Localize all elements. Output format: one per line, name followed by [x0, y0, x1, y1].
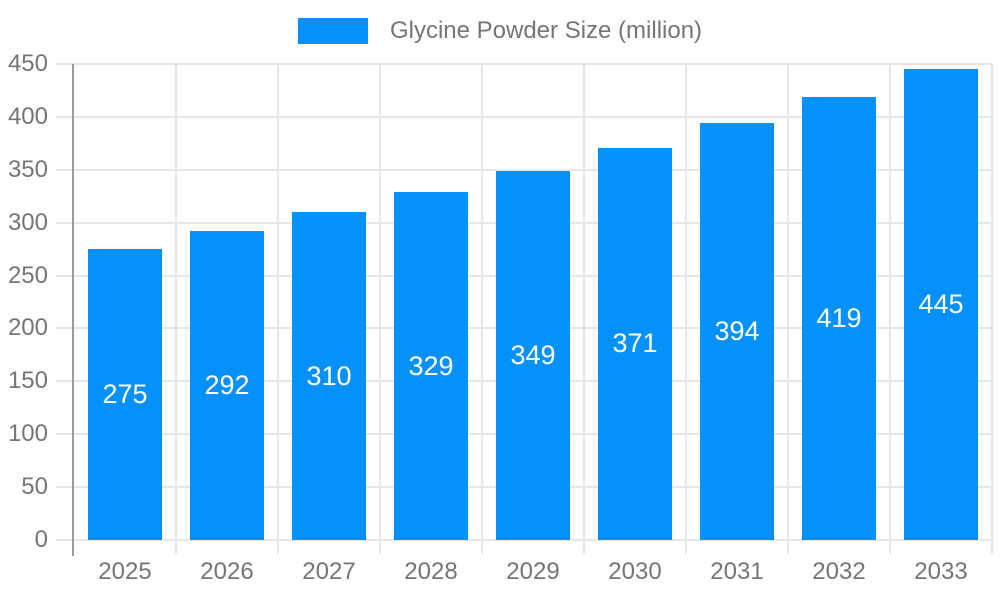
x-gridline: [583, 64, 585, 554]
y-tick-label: 250: [7, 261, 48, 289]
y-tick-label: 150: [7, 367, 48, 395]
y-gridline: [56, 63, 992, 65]
y-tick-label: 200: [7, 314, 48, 342]
x-tick-label: 2033: [914, 558, 968, 585]
bar-value-label: 275: [102, 379, 148, 410]
bar-value-label: 419: [816, 302, 862, 333]
x-gridline: [991, 64, 993, 554]
y-gridline: [56, 539, 992, 541]
x-tick-label: 2028: [404, 558, 458, 585]
y-tick-label: 0: [34, 526, 48, 553]
x-gridline: [481, 64, 483, 554]
y-axis-line: [72, 64, 74, 556]
bar-value-label: 329: [408, 350, 454, 381]
y-tick-label: 350: [7, 155, 48, 183]
bar-value-label: 349: [510, 339, 556, 370]
x-gridline: [889, 64, 891, 554]
x-gridline: [787, 64, 789, 554]
x-tick-label: 2030: [608, 558, 662, 585]
bar-value-label: 445: [918, 289, 964, 320]
x-tick-label: 2027: [302, 558, 356, 585]
x-gridline: [685, 64, 687, 554]
bar-2027: 310: [292, 212, 366, 540]
x-tick-label: 2031: [710, 558, 764, 585]
bar-2032: 419: [802, 96, 876, 540]
y-tick-label: 50: [21, 473, 48, 501]
bar-2025: 275: [88, 249, 162, 540]
y-tick-label: 100: [7, 420, 48, 448]
bar-value-label: 371: [612, 328, 658, 359]
bar-value-label: 292: [204, 370, 250, 401]
bar-2028: 329: [394, 192, 468, 540]
chart-legend: Glycine Powder Size (million): [0, 17, 1000, 45]
y-tick-label: 450: [7, 50, 48, 77]
legend-swatch: [297, 18, 368, 44]
y-gridline: [56, 115, 992, 118]
x-tick-label: 2032: [812, 558, 866, 585]
bar-value-label: 310: [306, 360, 352, 391]
x-gridline: [175, 64, 177, 554]
x-tick-label: 2025: [98, 558, 152, 585]
y-tick-label: 300: [7, 208, 48, 236]
y-tick-label: 400: [7, 102, 48, 130]
plot-area: 275 292 310 329 349 371 394 419 445 0 50 100 150 200…: [8, 50, 993, 585]
bar-2029: 349: [496, 170, 570, 540]
bar-2030: 371: [598, 147, 672, 540]
bar-2033: 445: [904, 69, 978, 540]
x-tick-label: 2029: [506, 558, 560, 585]
x-gridline: [379, 64, 381, 554]
y-gridline: [56, 168, 992, 171]
bar-value-label: 394: [714, 316, 760, 347]
x-tick-label: 2026: [200, 558, 254, 585]
legend-label: Glycine Powder Size (million): [389, 17, 703, 44]
bar-2031: 394: [700, 123, 774, 540]
x-gridline: [277, 64, 279, 554]
bar-2026: 292: [190, 231, 264, 540]
